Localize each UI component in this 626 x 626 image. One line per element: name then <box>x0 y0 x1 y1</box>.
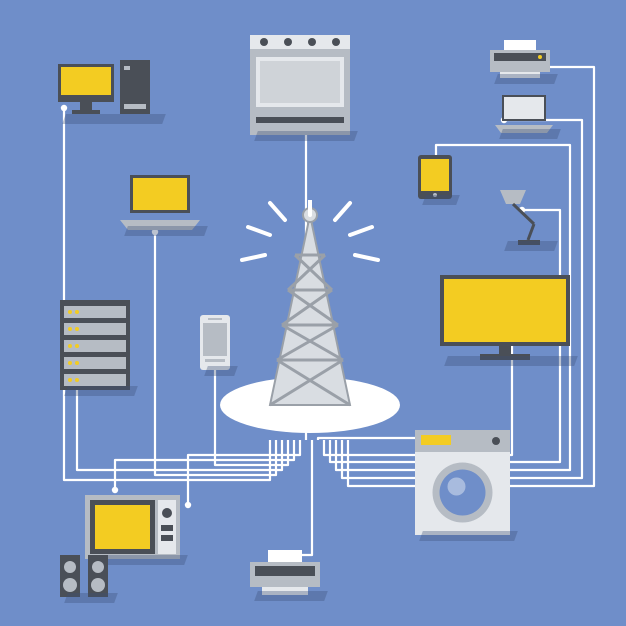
server-icon <box>60 300 130 390</box>
tablet-icon <box>418 155 452 199</box>
speakers-icon <box>60 555 110 597</box>
tv-icon <box>440 275 570 360</box>
laptop-small-icon <box>495 95 553 133</box>
broadcast-tower-icon <box>200 200 420 450</box>
printer-bottom-icon <box>250 550 320 595</box>
stove-icon <box>250 35 350 135</box>
iot-network-diagram <box>0 0 626 626</box>
phone-icon <box>200 315 230 370</box>
desktop-icon <box>58 60 158 118</box>
lamp-icon <box>500 190 550 245</box>
laptop-icon <box>120 175 200 230</box>
washer-icon <box>415 430 510 535</box>
printer-top-icon <box>490 40 550 78</box>
microwave-icon <box>85 495 180 559</box>
